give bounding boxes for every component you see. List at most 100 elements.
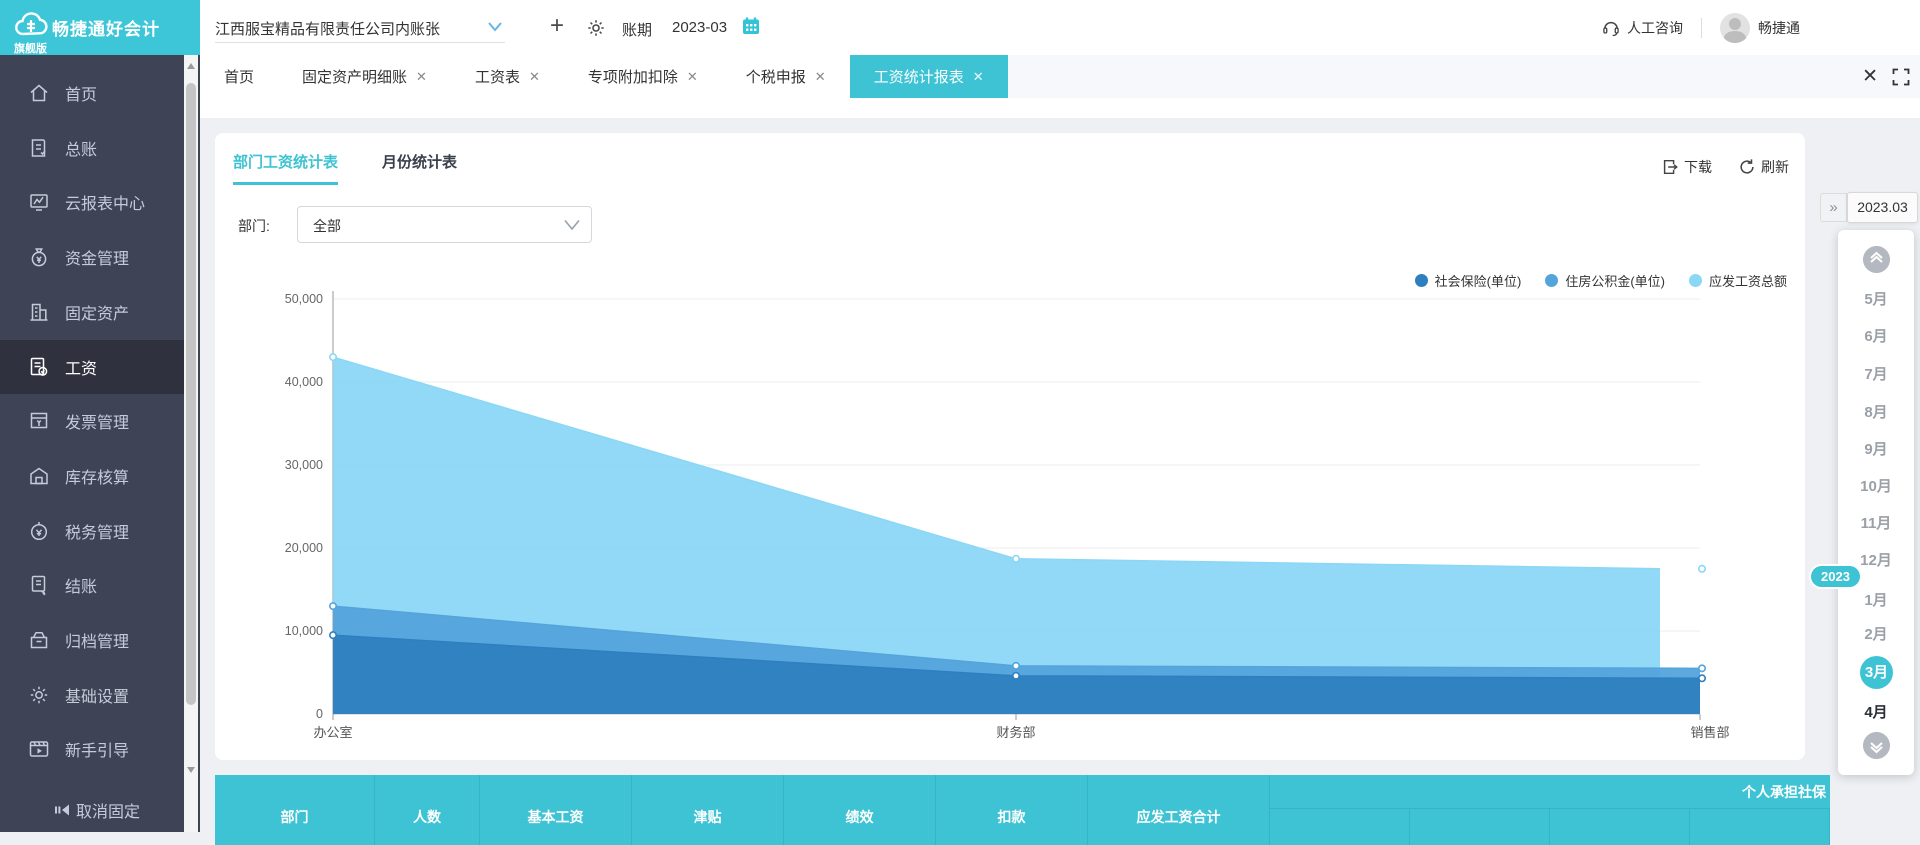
report-subtab[interactable]: 月份统计表 [382,154,458,171]
sidebar-item-ledger[interactable]: 总账 [0,121,184,175]
sidebar-item-label: 资金管理 [65,251,130,269]
sidebar-item-label: 新手引导 [65,743,130,761]
table-header-cell: 津贴 [632,775,784,845]
department-filter-select[interactable]: 全部 [297,206,592,243]
username: 畅捷通 [1758,19,1800,36]
month-item[interactable]: 9月 [1864,441,1888,458]
report-subtab[interactable]: 部门工资统计表 [233,133,339,185]
sidebar-item-invoice[interactable]: 发票管理 [0,394,184,448]
months-scroll-down-icon[interactable] [1863,732,1890,759]
refresh-button[interactable]: 刷新 [1738,157,1789,177]
svg-text:0: 0 [316,707,323,721]
help-label: 人工咨询 [1627,19,1683,36]
month-item[interactable]: 10月 [1860,478,1892,495]
month-item[interactable]: 6月 [1864,328,1888,345]
sidebar-item-settings[interactable]: 基础设置 [0,668,184,722]
divider [1701,17,1702,38]
tab-close-icon[interactable]: ✕ [814,68,826,84]
add-account-set-button[interactable]: + [549,12,564,39]
svg-text:销售部: 销售部 [1690,725,1729,740]
sidebar-item-closing[interactable]: 结账 [0,558,184,612]
month-item[interactable]: 1月 [1864,592,1888,609]
settings-icon [30,686,48,703]
month-item[interactable]: 11月 [1860,515,1892,532]
sidebar-item-label: 归档管理 [65,634,130,651]
month-item[interactable]: 2月 [1864,626,1888,643]
current-period-box[interactable]: 2023.03 [1847,192,1918,223]
sidebar-item-label: 工资 [65,360,98,378]
document-tab[interactable]: 工资统计报表 ✕ [849,55,1008,98]
legend-dot [1545,274,1559,287]
svg-text:财务部: 财务部 [996,725,1035,740]
fixed-assets-icon [30,303,48,321]
unpin-icon [55,804,69,816]
home-icon [30,84,48,102]
sidebar-item-archive[interactable]: 归档管理 [0,613,184,667]
sidebar-item-label: 总账 [65,141,98,159]
report-subtabs: 部门工资统计表 月份统计表 [233,133,457,185]
period-label: 账期 [622,22,653,39]
month-item[interactable]: 8月 [1864,404,1888,421]
invoice-icon [30,412,48,429]
svg-text:办公室: 办公室 [313,725,352,740]
close-icon[interactable]: ✕ [1862,66,1878,87]
gear-icon[interactable] [585,17,607,39]
month-item[interactable]: 12月 [1860,552,1892,569]
legend-label: 住房公积金(单位) [1565,274,1665,289]
tab-label: 首页 [224,69,255,86]
collapse-panel-button[interactable]: » [1820,193,1847,222]
tab-close-icon[interactable]: ✕ [686,68,698,84]
month-item[interactable]: 7月 [1864,366,1888,383]
month-item[interactable]: 5月 [1864,291,1888,308]
svg-text:20,000: 20,000 [285,541,323,555]
document-tab[interactable]: 首页 [200,55,278,98]
months-scroll-up-icon[interactable] [1863,246,1890,273]
sidebar-item-salary[interactable]: 工资 [0,339,184,394]
tab-label: 专项附加扣除 [587,69,678,86]
document-tab[interactable]: 专项附加扣除 ✕ [564,55,722,98]
user-menu[interactable]: 畅捷通 [1720,12,1800,43]
month-item[interactable]: 3月 [1860,656,1893,689]
sidebar-item-tax[interactable]: 税务管理 [0,504,184,558]
sidebar-item-funds[interactable]: 资金管理 [0,230,184,284]
legend-item[interactable]: 应发工资总额 [1688,271,1787,290]
archive-icon [30,632,48,649]
document-tab[interactable]: 工资表 ✕ [451,55,564,98]
guide-icon [29,741,49,758]
salary-area-chart: 0 10,000 20,000 30,000 40,000 50,000 办公室 财务部 销售部 [285,291,1730,740]
svg-text:10,000: 10,000 [285,624,323,638]
document-tab[interactable]: 个税申报 ✕ [722,55,850,98]
tab-close-icon[interactable]: ✕ [416,68,427,84]
period-value[interactable]: 2023-03 [672,19,728,36]
legend-item[interactable]: 社会保险(单位) [1414,271,1521,290]
table-subheader-cell [1270,809,1410,845]
tab-close-icon[interactable]: ✕ [528,68,540,84]
svg-text:50,000: 50,000 [285,292,323,306]
svg-text:40,000: 40,000 [285,375,323,389]
month-item[interactable]: 4月 [1864,704,1888,721]
tab-close-icon[interactable]: ✕ [972,68,984,84]
company-name: 江西服宝精品有限责任公司内账张 [215,21,441,38]
department-filter-value: 全部 [313,218,341,234]
document-tab[interactable]: 固定资产明细账 ✕ [278,55,451,98]
calendar-icon[interactable] [741,16,761,36]
sidebar-item-cloud-report[interactable]: 云报表中心 [0,175,184,229]
scroll-up-arrow[interactable] [187,63,195,69]
company-selector[interactable]: 江西服宝精品有限责任公司内账张 [215,13,505,43]
sidebar-item-home[interactable]: 首页 [0,66,184,120]
download-button[interactable]: 下载 [1661,157,1712,177]
sidebar-scrollbar[interactable] [184,55,198,832]
legend-item[interactable]: 住房公积金(单位) [1545,271,1665,290]
sidebar-item-label: 首页 [65,87,98,104]
fullscreen-icon[interactable] [1892,68,1910,86]
sidebar-item-fixed-assets[interactable]: 固定资产 [0,285,184,339]
sidebar-item-inventory[interactable]: 库存核算 [0,449,184,503]
legend-label: 应发工资总额 [1708,274,1787,289]
scrollbar-thumb[interactable] [186,83,196,705]
unpin-sidebar-button[interactable]: 取消固定 [0,790,184,830]
sidebar-item-guide[interactable]: 新手引导 [0,722,184,776]
scroll-down-arrow[interactable] [187,767,195,773]
manual-consult-button[interactable]: 人工咨询 [1601,18,1683,38]
cloud-report-icon [30,194,48,212]
sidebar-item-label: 结账 [65,579,98,597]
